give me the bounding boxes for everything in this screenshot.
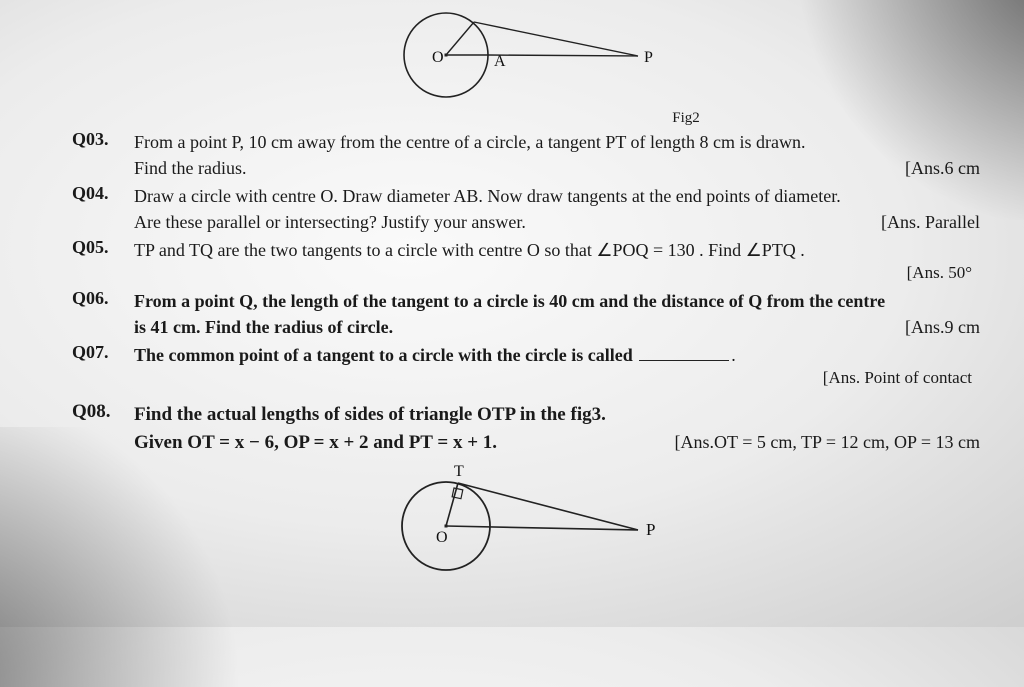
question-text: is 41 cm. Find the radius of circle.	[134, 314, 393, 340]
answer: [Ans.9 cm	[905, 314, 980, 340]
question-text: Are these parallel or intersecting? Just…	[134, 209, 526, 235]
question-number: Q05.	[72, 237, 134, 258]
question-03: Q03. From a point P, 10 cm away from the…	[72, 129, 980, 181]
question-number: Q04.	[72, 183, 134, 204]
question-text: The common point of a tangent to a circl…	[134, 345, 633, 365]
svg-text:O: O	[436, 529, 448, 546]
fill-blank	[639, 360, 729, 361]
answer: [Ans. Parallel	[881, 209, 980, 235]
svg-text:P: P	[644, 49, 653, 66]
question-text: From a point P, 10 cm away from the cent…	[134, 132, 805, 152]
question-text: TP and TQ are the two tangents to a circ…	[134, 240, 805, 260]
question-number: Q03.	[72, 129, 134, 150]
question-08: Q08. Find the actual lengths of sides of…	[72, 401, 980, 456]
question-06: Q06. From a point Q, the length of the t…	[72, 288, 980, 340]
question-number: Q07.	[72, 342, 134, 363]
question-number: Q06.	[72, 288, 134, 309]
question-text: Find the radius.	[134, 155, 247, 181]
question-number: Q08.	[72, 401, 134, 423]
question-04: Q04. Draw a circle with centre O. Draw d…	[72, 183, 980, 235]
answer: [Ans.OT = 5 cm, TP = 12 cm, OP = 13 cm	[675, 429, 980, 455]
question-text: Given OT = x − 6, OP = x + 2 and PT = x …	[134, 429, 497, 457]
question-05: Q05. TP and TQ are the two tangents to a…	[72, 237, 980, 286]
figure-2-caption: Fig2	[392, 110, 980, 127]
svg-text:P: P	[646, 520, 655, 539]
svg-text:A: A	[494, 53, 506, 70]
svg-text:O: O	[432, 49, 444, 66]
figure-2: OAP	[376, 0, 676, 110]
question-07: Q07. The common point of a tangent to a …	[72, 342, 980, 391]
answer: [Ans. 50°	[134, 261, 980, 286]
answer: [Ans. Point of contact	[134, 366, 980, 391]
question-text: From a point Q, the length of the tangen…	[134, 291, 885, 311]
figure-3: T O P	[376, 460, 676, 575]
question-text: Find the actual lengths of sides of tria…	[134, 404, 606, 425]
answer: [Ans.6 cm	[905, 155, 980, 181]
svg-text:T: T	[454, 463, 464, 480]
question-text: Draw a circle with centre O. Draw diamet…	[134, 186, 841, 206]
